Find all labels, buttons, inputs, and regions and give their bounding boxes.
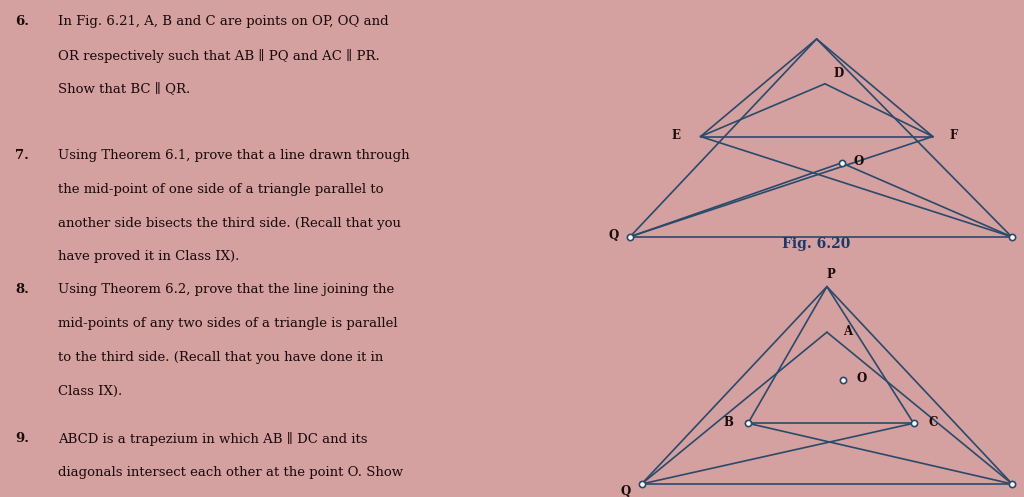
Text: A: A (843, 325, 852, 337)
Text: Class IX).: Class IX). (58, 385, 122, 398)
Text: In Fig. 6.21, A, B and C are points on OP, OQ and: In Fig. 6.21, A, B and C are points on O… (58, 15, 388, 28)
Text: Using Theorem 6.2, prove that the line joining the: Using Theorem 6.2, prove that the line j… (58, 283, 394, 296)
Text: D: D (834, 67, 844, 80)
Text: OR respectively such that AB ∥ PQ and AC ∥ PR.: OR respectively such that AB ∥ PQ and AC… (58, 49, 380, 63)
Text: to the third side. (Recall that you have done it in: to the third side. (Recall that you have… (58, 351, 383, 364)
Text: Fig. 6.20: Fig. 6.20 (782, 238, 851, 251)
Text: Using Theorem 6.1, prove that a line drawn through: Using Theorem 6.1, prove that a line dra… (58, 149, 410, 162)
Text: diagonals intersect each other at the point O. Show: diagonals intersect each other at the po… (58, 466, 403, 479)
Text: Q: Q (608, 229, 618, 242)
Text: 9.: 9. (15, 432, 30, 445)
Text: Q: Q (621, 485, 631, 497)
Text: the mid-point of one side of a triangle parallel to: the mid-point of one side of a triangle … (58, 183, 383, 196)
Text: 7.: 7. (15, 149, 29, 162)
Text: Show that BC ∥ QR.: Show that BC ∥ QR. (58, 83, 190, 95)
Text: have proved it in Class IX).: have proved it in Class IX). (58, 250, 240, 263)
Text: C: C (929, 415, 938, 429)
Text: O: O (856, 372, 866, 385)
Text: 8.: 8. (15, 283, 29, 296)
Text: 6.: 6. (15, 15, 30, 28)
Text: P: P (826, 268, 836, 281)
Text: ABCD is a trapezium in which AB ∥ DC and its: ABCD is a trapezium in which AB ∥ DC and… (58, 432, 368, 446)
Text: B: B (723, 415, 733, 429)
Text: E: E (671, 129, 680, 142)
Text: F: F (949, 129, 957, 142)
Text: mid-points of any two sides of a triangle is parallel: mid-points of any two sides of a triangl… (58, 317, 397, 330)
Text: another side bisects the third side. (Recall that you: another side bisects the third side. (Re… (58, 217, 400, 230)
Text: O: O (854, 155, 864, 168)
